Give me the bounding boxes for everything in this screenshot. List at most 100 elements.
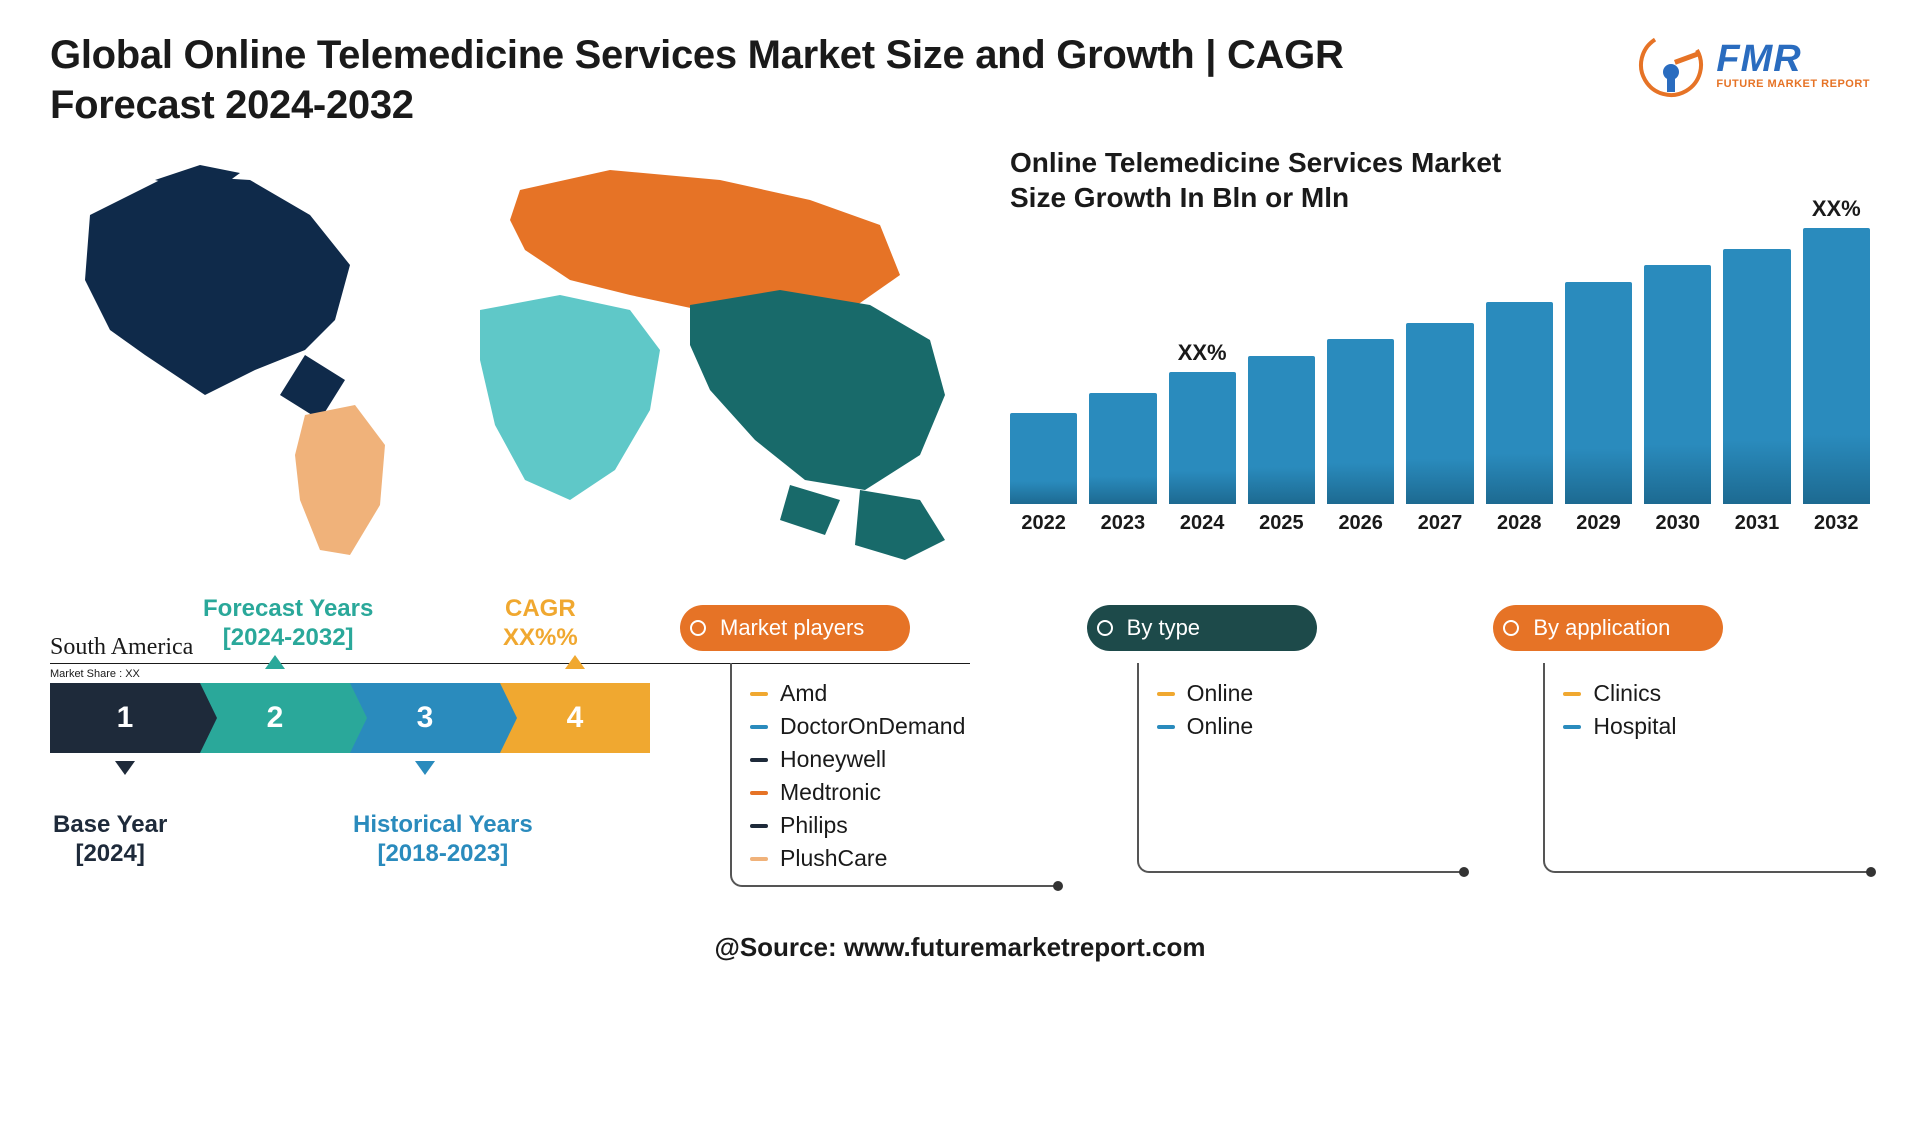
region-asia-pacific	[690, 290, 945, 560]
bar: XX%	[1169, 372, 1236, 504]
timeline-arrow-icon	[415, 761, 435, 775]
bar-year-label: 2030	[1656, 512, 1701, 535]
dash-icon	[1157, 725, 1175, 729]
map-svg	[50, 145, 970, 565]
pill-dot-icon	[1503, 620, 1519, 636]
header: Global Online Telemedicine Services Mark…	[50, 30, 1870, 130]
pill-item: PlushCare	[750, 842, 1039, 875]
bar-year-label: 2027	[1418, 512, 1463, 535]
bar	[1010, 413, 1077, 504]
region-mea	[480, 295, 660, 500]
timeline-label: CAGRXX%%	[503, 595, 578, 653]
bar-year-label: 2031	[1735, 512, 1780, 535]
pill-dot-icon	[1097, 620, 1113, 636]
pill-item-label: Hospital	[1593, 713, 1676, 740]
bar-annotation: XX%	[1812, 196, 1861, 222]
pill-list: Clinics Hospital	[1543, 663, 1870, 873]
bar-year-label: 2024	[1180, 512, 1225, 535]
pill-item: DoctorOnDemand	[750, 710, 1039, 743]
bar-col: 2026	[1327, 339, 1394, 535]
bar-year-label: 2025	[1259, 512, 1304, 535]
timeline-arrows-bot	[50, 761, 650, 781]
bar-chart: Online Telemedicine Services Market Size…	[1010, 145, 1870, 565]
pill-item: Clinics	[1563, 677, 1852, 710]
timeline-bar: 1234	[50, 683, 650, 753]
world-map: North America Market Share : XX CAGR: XX…	[50, 145, 970, 565]
bar	[1406, 323, 1473, 504]
timeline-arrow-icon	[115, 761, 135, 775]
bar-col: 2023	[1089, 393, 1156, 535]
pill-list: Online Online	[1137, 663, 1464, 873]
pill-item: Honeywell	[750, 743, 1039, 776]
pill-item: Amd	[750, 677, 1039, 710]
pill-item: Hospital	[1563, 710, 1852, 743]
pill-item: Medtronic	[750, 776, 1039, 809]
pill-item-label: Clinics	[1593, 680, 1661, 707]
bar-year-label: 2022	[1021, 512, 1066, 535]
pill-item-label: Medtronic	[780, 779, 881, 806]
pill-item-label: Online	[1187, 713, 1253, 740]
dash-icon	[750, 824, 768, 828]
bar-col: 2022	[1010, 413, 1077, 535]
bar-col: 2030	[1644, 265, 1711, 535]
timeline-arrow-icon	[565, 655, 585, 669]
pill-item-label: PlushCare	[780, 845, 887, 872]
pill-item-label: Online	[1187, 680, 1253, 707]
bar	[1486, 302, 1553, 504]
timeline-arrows-top	[50, 655, 650, 675]
bar-annotation: XX%	[1178, 340, 1227, 366]
bar-col: 2028	[1486, 302, 1553, 535]
pill-item-label: DoctorOnDemand	[780, 713, 965, 740]
bars-container: 20222023XX%20242025202620272028202920302…	[1010, 235, 1870, 535]
dash-icon	[750, 791, 768, 795]
page-title: Global Online Telemedicine Services Mark…	[50, 30, 1450, 130]
timeline-seg: 3	[350, 683, 500, 753]
bar-col: XX% 2032	[1803, 228, 1870, 535]
dash-icon	[1563, 692, 1581, 696]
pill-header-text: By application	[1533, 615, 1670, 641]
pill-item: Philips	[750, 809, 1039, 842]
timeline-label: Historical Years[2018-2023]	[353, 811, 533, 869]
pill-item-label: Philips	[780, 812, 848, 839]
timeline-label: Base Year[2024]	[53, 811, 167, 869]
dash-icon	[750, 725, 768, 729]
bar-year-label: 2026	[1338, 512, 1383, 535]
logo-fmr: FMR	[1716, 40, 1870, 78]
timeline: Forecast Years[2024-2032]CAGRXX%% 1234 B…	[50, 605, 650, 781]
bar	[1644, 265, 1711, 504]
bar-col: XX% 2024	[1169, 372, 1236, 535]
bar-col: 2031	[1723, 249, 1790, 535]
bar	[1723, 249, 1790, 504]
bar	[1089, 393, 1156, 504]
pill-list: Amd DoctorOnDemand Honeywell Medtronic Phili…	[730, 663, 1057, 887]
bar	[1327, 339, 1394, 504]
logo-sub: FUTURE MARKET REPORT	[1716, 78, 1870, 90]
bar-year-label: 2028	[1497, 512, 1542, 535]
dash-icon	[750, 857, 768, 861]
bar-col: 2025	[1248, 356, 1315, 535]
dash-icon	[1157, 692, 1175, 696]
dash-icon	[1563, 725, 1581, 729]
timeline-label: Forecast Years[2024-2032]	[203, 595, 373, 653]
chart-title: Online Telemedicine Services Market Size…	[1010, 145, 1530, 215]
pill-header: By type	[1087, 605, 1317, 651]
bar	[1248, 356, 1315, 504]
pill-item: Online	[1157, 677, 1446, 710]
timeline-seg: 2	[200, 683, 350, 753]
dash-icon	[750, 692, 768, 696]
bar: XX%	[1803, 228, 1870, 504]
timeline-seg: 4	[500, 683, 650, 753]
pill-item-label: Amd	[780, 680, 827, 707]
bar-col: 2029	[1565, 282, 1632, 535]
pill-header: By application	[1493, 605, 1723, 651]
bar-col: 2027	[1406, 323, 1473, 535]
bar-year-label: 2032	[1814, 512, 1859, 535]
timeline-arrow-icon	[265, 655, 285, 669]
region-north-america	[85, 165, 350, 420]
region-south-america	[295, 405, 385, 555]
logo: FMR FUTURE MARKET REPORT	[1636, 30, 1870, 100]
pill-item-label: Honeywell	[780, 746, 886, 773]
bar	[1565, 282, 1632, 504]
pill-header-text: By type	[1127, 615, 1200, 641]
pill-col: By type Online Online	[1087, 605, 1464, 887]
